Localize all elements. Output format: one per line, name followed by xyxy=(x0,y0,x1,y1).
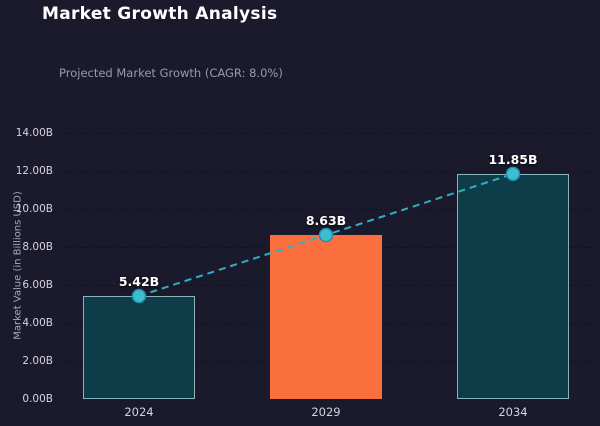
bar-2024[interactable] xyxy=(83,296,195,399)
gridline-10.00B xyxy=(60,209,592,210)
trend-marker-2034[interactable] xyxy=(505,166,521,182)
gridline-12.00B xyxy=(60,171,592,172)
gridline-14.00B xyxy=(60,133,592,134)
y-tick-label-0.00B: 0.00B xyxy=(22,392,53,405)
chart-title: Market Growth Analysis xyxy=(42,4,278,24)
trend-marker-2024[interactable] xyxy=(131,288,147,304)
x-tick-label-2034: 2034 xyxy=(498,405,528,419)
y-tick-label-6.00B: 6.00B xyxy=(22,278,53,291)
value-label-2034: 11.85B xyxy=(488,151,538,167)
x-tick-label-2024: 2024 xyxy=(124,405,154,419)
y-tick-label-10.00B: 10.00B xyxy=(15,202,53,215)
y-tick-label-4.00B: 4.00B xyxy=(22,316,53,329)
bar-2034[interactable] xyxy=(457,173,569,399)
y-tick-label-12.00B: 12.00B xyxy=(15,164,53,177)
x-tick-label-2029: 2029 xyxy=(311,405,341,419)
value-label-2024: 5.42B xyxy=(118,274,160,290)
y-tick-label-2.00B: 2.00B xyxy=(22,354,53,367)
trend-marker-2029[interactable] xyxy=(318,227,334,243)
chart-subtitle: Projected Market Growth (CAGR: 8.0%) xyxy=(59,66,283,80)
bar-2029[interactable] xyxy=(270,235,382,399)
y-tick-label-8.00B: 8.00B xyxy=(22,240,53,253)
y-tick-label-14.00B: 14.00B xyxy=(15,126,53,139)
value-label-2029: 8.63B xyxy=(305,213,347,229)
